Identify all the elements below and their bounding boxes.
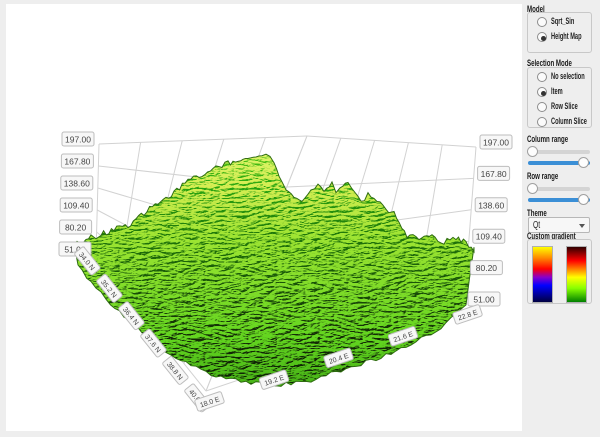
svg-text:167.80: 167.80 xyxy=(64,157,90,167)
svg-text:167.80: 167.80 xyxy=(481,169,507,179)
svg-text:138.60: 138.60 xyxy=(64,179,90,189)
svg-text:197.00: 197.00 xyxy=(65,135,91,145)
svg-text:197.00: 197.00 xyxy=(483,138,509,148)
svg-text:80.20: 80.20 xyxy=(65,223,87,233)
svg-text:80.20: 80.20 xyxy=(476,263,498,273)
svg-text:109.40: 109.40 xyxy=(63,201,89,211)
svg-text:138.60: 138.60 xyxy=(478,200,504,210)
svg-text:109.40: 109.40 xyxy=(476,232,502,242)
svg-text:51.00: 51.00 xyxy=(473,295,495,305)
